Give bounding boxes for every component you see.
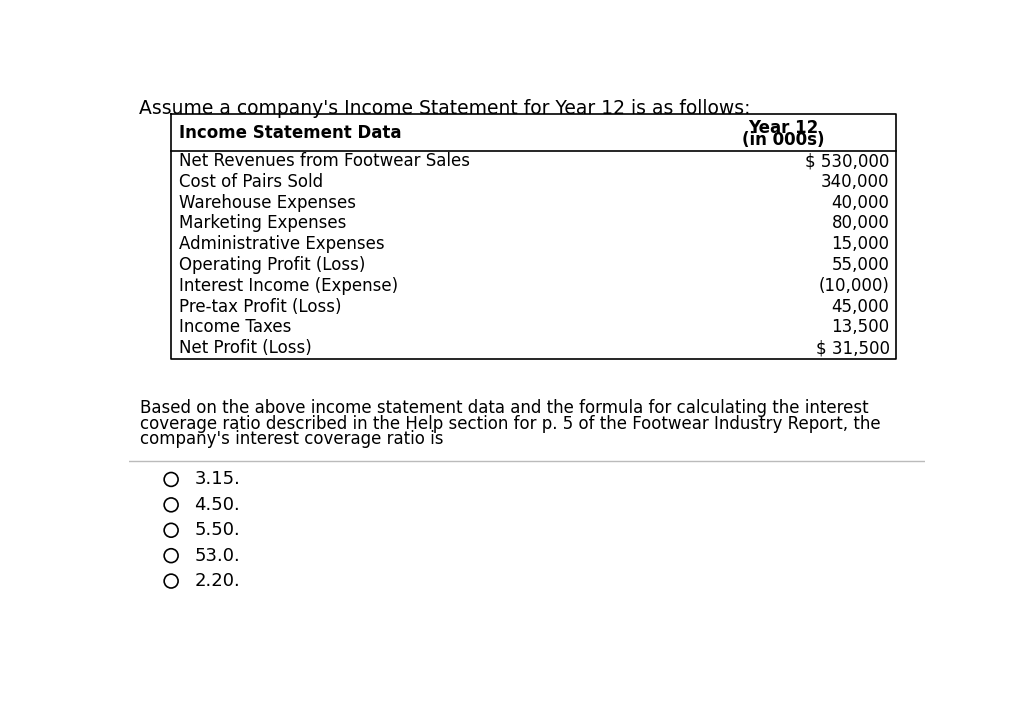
Text: Income Taxes: Income Taxes — [179, 318, 291, 337]
Text: Cost of Pairs Sold: Cost of Pairs Sold — [179, 173, 323, 191]
Text: Marketing Expenses: Marketing Expenses — [179, 214, 346, 232]
Text: Assume a company's Income Statement for Year 12 is as follows:: Assume a company's Income Statement for … — [140, 99, 750, 118]
Text: Pre-tax Profit (Loss): Pre-tax Profit (Loss) — [179, 297, 341, 315]
Text: coverage ratio described in the Help section for p. 5 of the Footwear Industry R: coverage ratio described in the Help sec… — [140, 415, 881, 433]
Text: Net Revenues from Footwear Sales: Net Revenues from Footwear Sales — [179, 152, 470, 170]
Text: (in 000s): (in 000s) — [742, 131, 824, 149]
Text: (10,000): (10,000) — [818, 277, 889, 295]
Text: Interest Income (Expense): Interest Income (Expense) — [179, 277, 398, 295]
Text: 5.50.: 5.50. — [194, 521, 241, 540]
Text: $ 530,000: $ 530,000 — [805, 152, 889, 170]
Text: 3.15.: 3.15. — [194, 471, 241, 488]
Text: Based on the above income statement data and the formula for calculating the int: Based on the above income statement data… — [140, 399, 869, 417]
Text: 40,000: 40,000 — [832, 194, 889, 212]
Text: Year 12: Year 12 — [748, 119, 818, 137]
Text: 45,000: 45,000 — [832, 297, 889, 315]
Text: Administrative Expenses: Administrative Expenses — [179, 235, 384, 253]
Text: 55,000: 55,000 — [832, 256, 889, 274]
Text: company's interest coverage ratio is: company's interest coverage ratio is — [140, 430, 444, 448]
Text: 53.0.: 53.0. — [194, 547, 241, 564]
Text: 13,500: 13,500 — [832, 318, 889, 337]
Text: $ 31,500: $ 31,500 — [815, 339, 889, 357]
Text: Warehouse Expenses: Warehouse Expenses — [179, 194, 356, 212]
Text: 15,000: 15,000 — [832, 235, 889, 253]
Text: 4.50.: 4.50. — [194, 496, 241, 514]
Text: Net Profit (Loss): Net Profit (Loss) — [179, 339, 311, 357]
Text: 80,000: 80,000 — [832, 214, 889, 232]
Text: 2.20.: 2.20. — [194, 572, 241, 590]
Text: Operating Profit (Loss): Operating Profit (Loss) — [179, 256, 365, 274]
Text: 340,000: 340,000 — [821, 173, 889, 191]
Text: Income Statement Data: Income Statement Data — [179, 124, 401, 141]
